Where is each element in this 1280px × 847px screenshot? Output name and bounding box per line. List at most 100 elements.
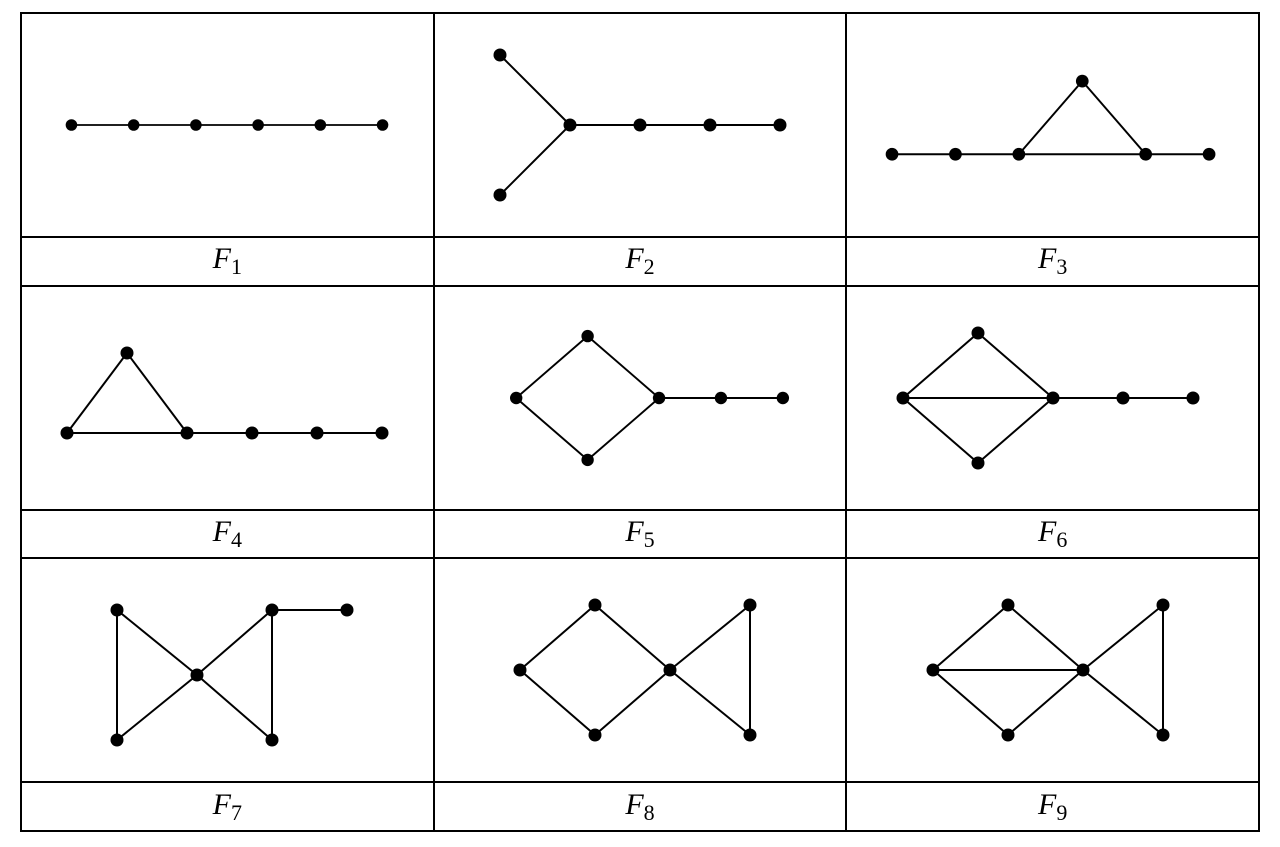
graph-node [663,664,676,677]
graph-svg-F7 [27,570,427,770]
graph-edge [595,670,670,735]
graph-edge [520,605,595,670]
label-F2-sub: 2 [644,254,655,279]
graph-edge [117,675,197,740]
label-F2-base: F [625,242,643,275]
graph-edge [1019,81,1082,154]
graph-cell-F1 [21,13,434,237]
graph-node [1012,148,1025,161]
graph-svg-F1 [27,25,427,225]
graph-svg-F9 [853,570,1253,770]
graph-node [926,664,939,677]
label-cell-F6: F6 [846,510,1259,559]
graph-node [121,346,134,359]
graph-edge [588,398,659,460]
graph-node [1046,391,1059,404]
graph-table: F1 F2 F3 F4 F5 F6 [20,12,1260,832]
graph-table-body: F1 F2 F3 F4 F5 F6 [21,13,1259,831]
graph-edge [670,605,750,670]
graph-svg-F8 [440,570,840,770]
graph-cell-F9 [846,558,1259,782]
graph-node [1186,391,1199,404]
graph-node [266,604,279,617]
graph-node [111,734,124,747]
graph-node [588,729,601,742]
graph-svg-F4 [27,298,427,498]
label-cell-F7: F7 [21,782,434,831]
graph-node [1076,75,1089,88]
graph-edge [1008,670,1083,735]
graph-node [376,426,389,439]
graph-node [315,119,327,131]
graph-node [743,599,756,612]
graph-node [266,734,279,747]
label-F7-sub: 7 [231,800,242,825]
graph-edge [595,605,670,670]
graph-cell-F8 [434,558,847,782]
label-F9-base: F [1038,788,1056,821]
graph-node [190,119,202,131]
graph-edge [197,610,272,675]
graph-node [61,426,74,439]
graph-edge [67,353,127,433]
label-F8-base: F [625,788,643,821]
graph-node [1001,599,1014,612]
graph-svg-F3 [853,25,1253,225]
label-F5-sub: 5 [644,527,655,552]
graph-node [1116,391,1129,404]
graph-node [510,391,522,403]
graph-edge [903,398,978,463]
graph-node [581,453,593,465]
graph-edge [670,670,750,735]
label-cell-F8: F8 [434,782,847,831]
graph-svg-F6 [853,298,1253,498]
graph-node [246,426,259,439]
graph-edge [1083,670,1163,735]
graph-edge [500,125,570,195]
label-F6-sub: 6 [1056,527,1067,552]
graph-node [773,119,786,132]
label-F3-sub: 3 [1056,254,1067,279]
graph-node [971,326,984,339]
graph-node [896,391,909,404]
graph-node [66,119,78,131]
graph-node [653,391,665,403]
graph-cell-F2 [434,13,847,237]
graph-node [1202,148,1215,161]
graph-node [1156,599,1169,612]
graph-node [253,119,265,131]
graph-node [128,119,140,131]
label-F8-sub: 8 [644,800,655,825]
label-F1-base: F [213,242,231,275]
graph-edge [1083,605,1163,670]
graph-node [377,119,389,131]
graph-edge [978,398,1053,463]
graph-edge [1082,81,1145,154]
graph-edge [978,333,1053,398]
graph-node [191,669,204,682]
graph-edge [520,670,595,735]
graph-node [1139,148,1152,161]
graph-node [493,189,506,202]
graph-cell-F6 [846,286,1259,510]
graph-edge [588,336,659,398]
graph-edge [933,605,1008,670]
label-cell-F1: F1 [21,237,434,286]
graph-node [493,49,506,62]
graph-svg-F2 [440,25,840,225]
label-F7-base: F [213,788,231,821]
graph-edge [516,398,587,460]
graph-node [971,456,984,469]
graph-edge [500,55,570,125]
label-F4-base: F [213,515,231,548]
label-cell-F3: F3 [846,237,1259,286]
graph-edge [1008,605,1083,670]
graph-node [703,119,716,132]
graph-node [181,426,194,439]
graph-node [633,119,646,132]
label-cell-F4: F4 [21,510,434,559]
label-F3-base: F [1038,242,1056,275]
graph-node [1076,664,1089,677]
graph-node [111,604,124,617]
graph-node [777,391,789,403]
